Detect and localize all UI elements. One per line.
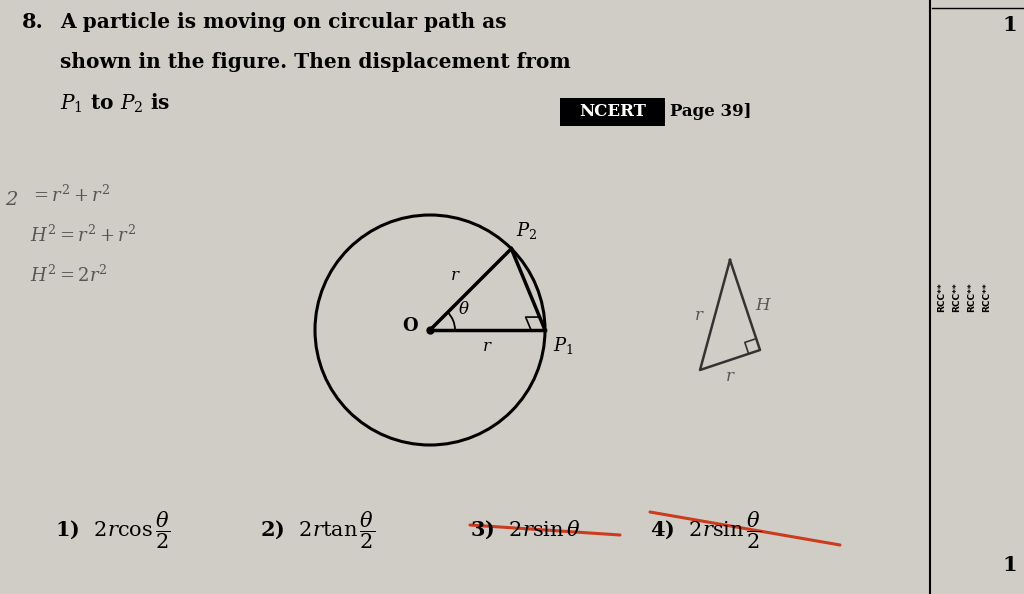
Text: r: r xyxy=(726,368,734,385)
Text: $P_1$: $P_1$ xyxy=(553,335,573,356)
Text: $H^2 = 2r^2$: $H^2 = 2r^2$ xyxy=(30,264,108,286)
FancyBboxPatch shape xyxy=(560,98,665,126)
Text: 1: 1 xyxy=(1002,555,1017,575)
Text: $r$: $r$ xyxy=(450,267,461,285)
Text: RCC**: RCC** xyxy=(968,282,977,312)
Text: O: O xyxy=(402,317,418,335)
Text: RCC**: RCC** xyxy=(938,282,946,312)
Text: 3)  $2r\sin\theta$: 3) $2r\sin\theta$ xyxy=(470,519,581,541)
Text: 1)  $2r\cos\dfrac{\theta}{2}$: 1) $2r\cos\dfrac{\theta}{2}$ xyxy=(55,509,171,551)
Text: 4)  $2r\sin\dfrac{\theta}{2}$: 4) $2r\sin\dfrac{\theta}{2}$ xyxy=(650,509,762,551)
Text: RCC**: RCC** xyxy=(982,282,991,312)
Text: $H^2 = r^2+r^2$: $H^2 = r^2+r^2$ xyxy=(30,225,136,245)
Text: $= r^2+r^2$: $= r^2+r^2$ xyxy=(30,184,110,206)
Text: $\theta$: $\theta$ xyxy=(458,301,470,318)
Text: 8.: 8. xyxy=(22,12,44,32)
Text: 2: 2 xyxy=(5,191,17,209)
Text: 1: 1 xyxy=(1002,15,1017,35)
Text: NCERT: NCERT xyxy=(579,103,646,121)
Text: A particle is moving on circular path as: A particle is moving on circular path as xyxy=(60,12,507,32)
Text: 2)  $2r\tan\dfrac{\theta}{2}$: 2) $2r\tan\dfrac{\theta}{2}$ xyxy=(260,509,375,551)
Text: $P_2$: $P_2$ xyxy=(516,220,538,241)
Text: H: H xyxy=(755,296,769,314)
Text: RCC**: RCC** xyxy=(952,282,962,312)
Text: r: r xyxy=(695,307,703,324)
Text: shown in the figure. Then displacement from: shown in the figure. Then displacement f… xyxy=(60,52,570,72)
Text: $r$: $r$ xyxy=(482,338,493,355)
Text: Page 39]: Page 39] xyxy=(670,103,752,121)
Text: $P_1$ to $P_2$ is: $P_1$ to $P_2$ is xyxy=(60,92,170,115)
